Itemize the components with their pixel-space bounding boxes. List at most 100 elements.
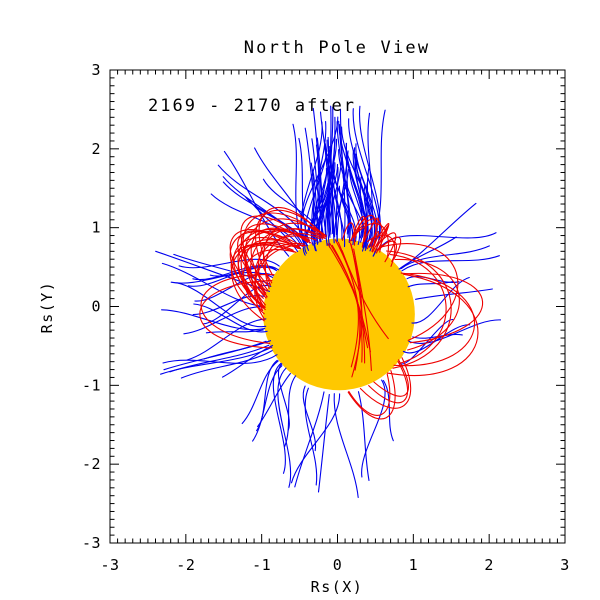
left-open-fan-line [186, 318, 267, 361]
upper-left-closed-cluster-line [254, 244, 307, 321]
chart-title: North Pole View [244, 38, 431, 58]
top-closed-scribble-line [375, 232, 397, 263]
upper-left-closed-cluster-line [242, 212, 324, 298]
right-open-fan-line [401, 255, 500, 272]
upper-left-open-arcs-line [217, 164, 308, 243]
right-closed-loops-line [393, 272, 476, 367]
right-open-fan-line [402, 324, 471, 354]
right-closed-loops-line [379, 243, 459, 341]
upper-left-closed-cluster-line [240, 230, 311, 309]
right-closed-loops-line [389, 254, 447, 364]
bottom-open-fan-line [257, 372, 291, 428]
left-long-loops-line [199, 280, 273, 349]
disk-crossing-arcs-line [353, 248, 372, 372]
right-closed-loops [379, 243, 484, 376]
y-tick-label: 3 [91, 61, 101, 79]
left-open-fan-line [162, 354, 278, 365]
left-open-fan-line [163, 340, 267, 371]
bottom-open-fan-line [284, 375, 297, 447]
right-open-fan-line [398, 236, 457, 270]
polar-open-bundle-line [364, 112, 373, 251]
left-long-loops [199, 274, 275, 349]
bottom-open-fan-line [302, 385, 317, 452]
upper-left-closed-cluster-line [242, 249, 295, 315]
polar-open-bundle-line [339, 108, 346, 238]
y-axis-label: Rs(Y) [38, 281, 56, 334]
polar-open-bundle-line [316, 137, 327, 238]
sun-disk [263, 238, 415, 391]
x-tick-label: 3 [560, 556, 570, 574]
x-axis-label: Rs(X) [311, 578, 364, 596]
upper-left-closed-cluster-line [244, 242, 294, 296]
polar-open-bundle-line [326, 136, 331, 248]
upper-left-closed-cluster-line [240, 215, 309, 286]
top-closed-scribble [341, 215, 402, 267]
open-field-lines [155, 105, 502, 499]
top-closed-scribble-line [363, 217, 379, 248]
field-lines-layer [155, 105, 502, 499]
upper-left-closed-cluster-line [263, 222, 327, 286]
right-small-loops-line [368, 360, 409, 404]
top-closed-scribble-line [371, 223, 390, 254]
upper-left-open-arcs-line [254, 147, 315, 242]
polar-open-bundle-line [328, 157, 342, 237]
disk-crossing-arcs-line [350, 243, 369, 349]
x-tick-label: 0 [333, 556, 343, 574]
x-tick-label: -1 [252, 556, 271, 574]
x-tick-label: -2 [176, 556, 195, 574]
bottom-open-fan-line [357, 391, 370, 482]
right-open-fan-line [415, 288, 493, 300]
polar-open-bundle-line [334, 169, 349, 238]
left-open-fan-line [183, 306, 265, 335]
bottom-open-fan-line [361, 379, 386, 478]
upper-left-closed-cluster-line [229, 229, 301, 299]
upper-left-open-arcs-line [222, 176, 303, 247]
bottom-closed-loop-line [348, 373, 391, 416]
upper-left-closed-cluster-line [237, 230, 299, 292]
left-open-fan-line [161, 309, 266, 331]
right-open-fan-line [400, 245, 490, 270]
top-closed-scribble-line [350, 216, 366, 248]
bottom-open-fan-line [304, 387, 318, 486]
axis-tick-labels: -3 -2 -1 0 1 2 3 -3 -2 -1 0 1 2 3 [82, 61, 570, 574]
polar-open-bundle-line [313, 168, 327, 242]
polar-open-bundle-line [363, 185, 369, 243]
top-closed-scribble-line [366, 231, 380, 252]
x-tick-label: -3 [100, 556, 119, 574]
upper-left-closed-cluster-line [255, 209, 325, 284]
polar-open-bundle-line [304, 183, 329, 254]
upper-left-closed-cluster-line [258, 207, 326, 276]
bottom-open-fan-line [294, 391, 325, 488]
bottom-open-fan-line [277, 363, 290, 431]
bottom-open-fan-line [277, 367, 292, 488]
bottom-open-fan-line [241, 360, 279, 425]
bottom-open-fan-line [382, 380, 394, 442]
top-closed-scribble-line [349, 222, 390, 257]
left-open-fan-line [169, 344, 270, 373]
right-open-fan-line [407, 280, 454, 288]
left-open-fan-line [161, 262, 265, 308]
upper-left-closed-cluster-line [233, 237, 301, 309]
polar-open-bundle-line [339, 123, 350, 239]
polar-open-bundle-line [335, 166, 339, 236]
closed-field-lines [199, 207, 484, 420]
bottom-closed-loop-line [347, 370, 396, 420]
x-tick-label: 1 [409, 556, 419, 574]
bottom-open-fan-line [333, 393, 359, 499]
bottom-closed-loop [347, 370, 396, 420]
left-open-fan-line [176, 282, 267, 328]
left-open-fan [155, 250, 280, 379]
upper-left-closed-cluster-line [237, 228, 310, 311]
y-tick-label: 1 [91, 219, 101, 237]
bottom-open-fan-line [272, 362, 286, 474]
right-small-loops-line [359, 357, 412, 409]
right-open-fan [378, 202, 502, 365]
polar-open-bundle-line [338, 185, 354, 246]
right-closed-loops-line [394, 258, 460, 351]
bottom-open-fan-line [317, 393, 330, 493]
bottom-open-fan-line [252, 365, 283, 442]
y-tick-label: 0 [91, 298, 101, 316]
disk-crossing-arcs-line [334, 239, 359, 368]
